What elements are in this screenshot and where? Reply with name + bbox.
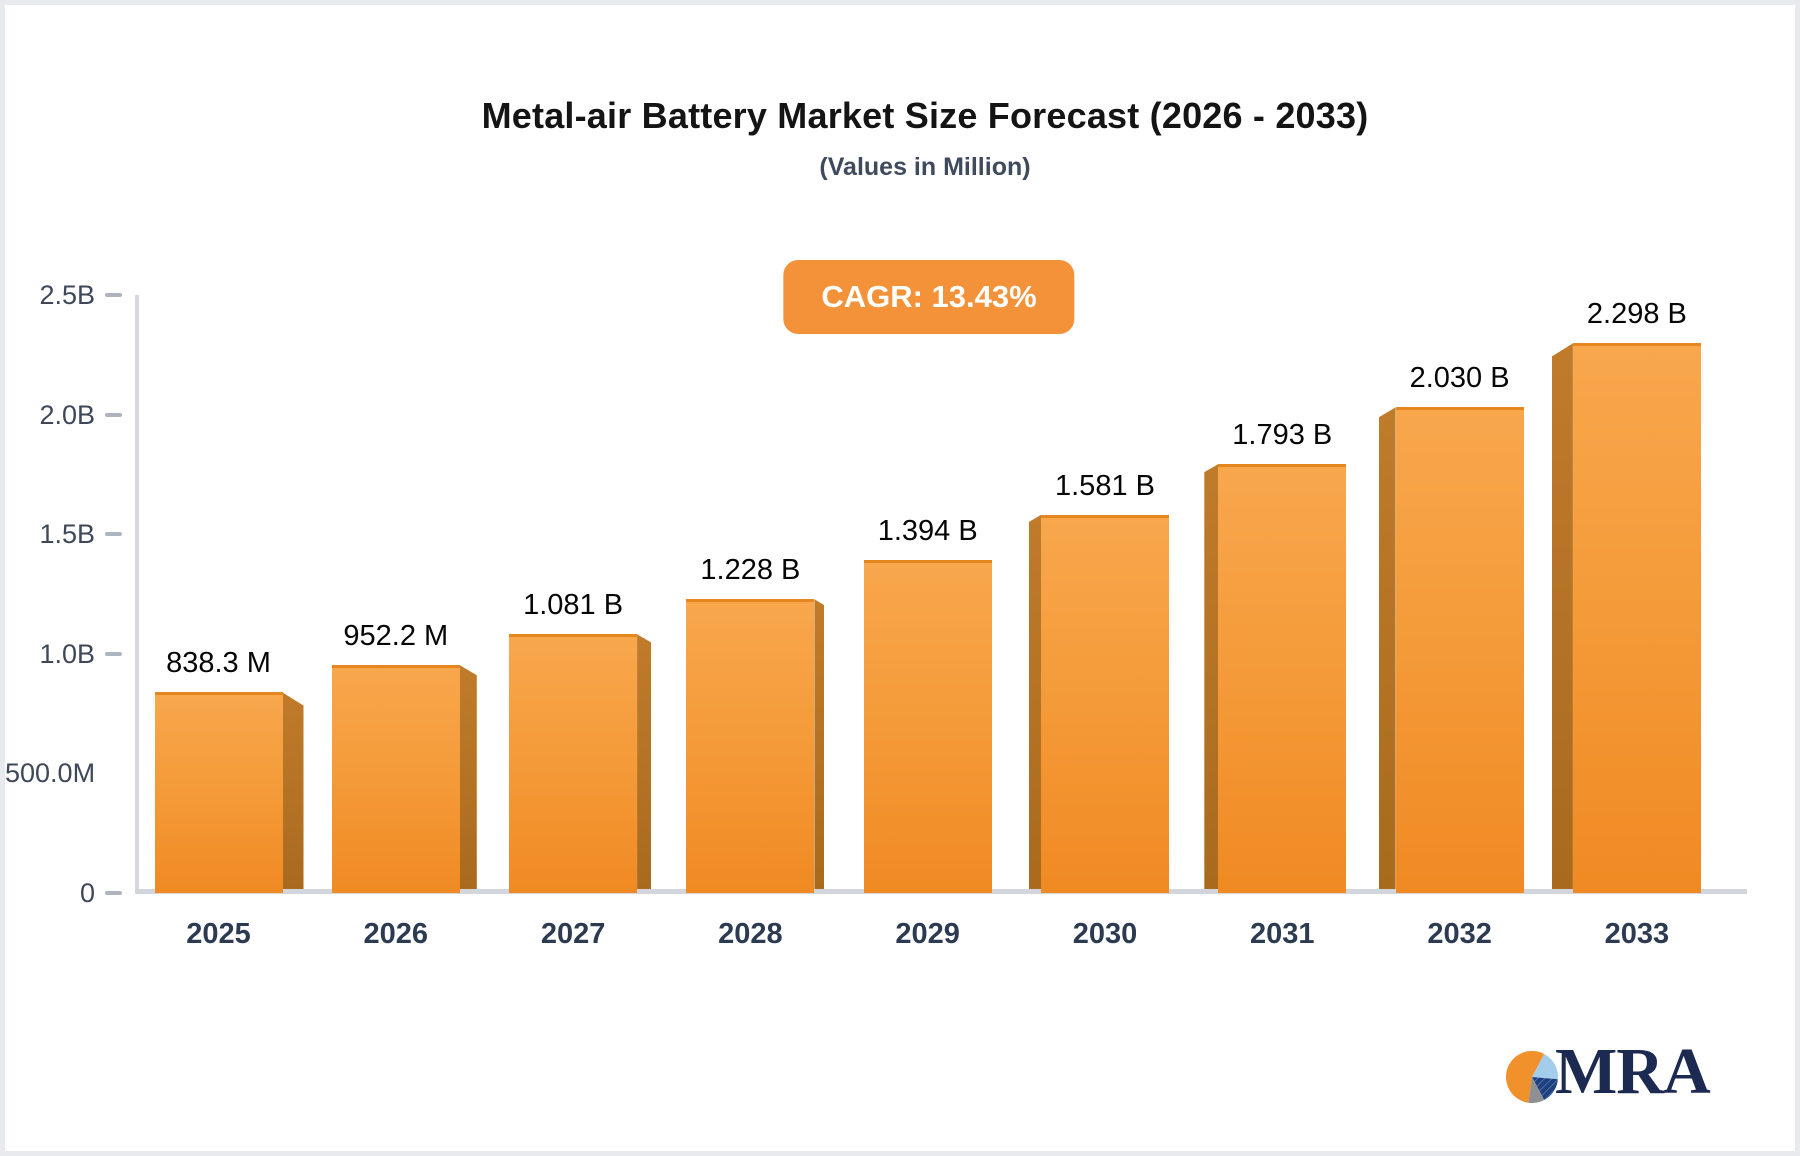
chart-title: Metal-air Battery Market Size Forecast (…	[481, 95, 1369, 136]
brand-logo: MRA	[1505, 1035, 1711, 1108]
y-tick-label: 500.0M	[5, 758, 96, 789]
x-tick-label: 2030	[1072, 918, 1138, 950]
y-tick-mark	[105, 891, 122, 895]
y-tick-mark	[105, 412, 122, 417]
bar-value-label: 1.228 B	[700, 554, 801, 587]
bar-2031	[1218, 464, 1347, 893]
y-tick-mark	[105, 532, 122, 537]
bar-value-label: 1.793 B	[1232, 419, 1333, 452]
bar-side-2031	[1204, 464, 1219, 893]
cagr-badge: CAGR: 13.43%	[783, 260, 1075, 334]
y-tick-label: 2.0B	[39, 399, 95, 430]
bar-2026	[331, 665, 460, 893]
bar-2025	[154, 692, 283, 893]
pie-slice-blue	[1532, 1054, 1559, 1080]
x-tick-label: 2027	[540, 918, 606, 950]
bar-side-2033	[1551, 343, 1573, 893]
y-tick-mark	[105, 651, 122, 656]
bar-side-2025	[282, 692, 304, 893]
bar-2027	[509, 634, 638, 893]
bar-value-label: 1.394 B	[877, 514, 978, 547]
plot-area: 2.5B 2.0B 1.5B 1.0B 500.0M 0 2025 2026 2027 2028…	[5, 5, 1795, 1151]
x-tick-label: 2029	[895, 918, 960, 950]
brand-logo-text: MRA	[1555, 1035, 1711, 1108]
x-tick-label: 2032	[1427, 918, 1492, 950]
y-tick-mark	[105, 293, 122, 297]
bar-side-2026	[459, 665, 477, 893]
bar-value-label: 1.581 B	[1055, 469, 1155, 502]
bar-2033	[1572, 343, 1701, 893]
bar-value-label: 1.081 B	[523, 589, 624, 622]
bar-value-label: 2.298 B	[1586, 298, 1687, 331]
bar-2032	[1395, 407, 1524, 893]
x-tick-label: 2025	[186, 918, 251, 950]
pie-slice-gray	[1528, 1077, 1545, 1103]
bar-value-label: 952.2 M	[343, 620, 449, 653]
bar-2030	[1041, 514, 1169, 893]
bar-2028	[686, 599, 815, 893]
y-tick-label: 2.5B	[39, 280, 95, 310]
bar-side-2032	[1378, 407, 1396, 893]
bar-value-label: 2.030 B	[1409, 362, 1510, 395]
bar-side-2028	[814, 599, 825, 893]
bar-side-2030	[1029, 514, 1041, 893]
chart-subtitle: (Values in Million)	[819, 153, 1031, 181]
x-tick-label: 2031	[1250, 918, 1315, 950]
y-tick-label: 0	[79, 878, 95, 908]
pie-chart-logo-icon	[1505, 1050, 1559, 1103]
bar-value-label: 838.3 M	[166, 647, 271, 680]
pie-slice-navy	[1532, 1077, 1558, 1100]
x-tick-label: 2028	[718, 918, 783, 950]
y-tick-label: 1.5B	[39, 519, 95, 550]
x-tick-label: 2026	[363, 918, 429, 950]
y-tick-label: 1.0B	[39, 638, 95, 669]
bar-2029	[863, 559, 992, 893]
pie-slice-orange	[1505, 1050, 1545, 1103]
y-axis-line	[135, 295, 139, 893]
bar-side-2027	[637, 634, 652, 893]
x-tick-label: 2033	[1604, 918, 1670, 950]
